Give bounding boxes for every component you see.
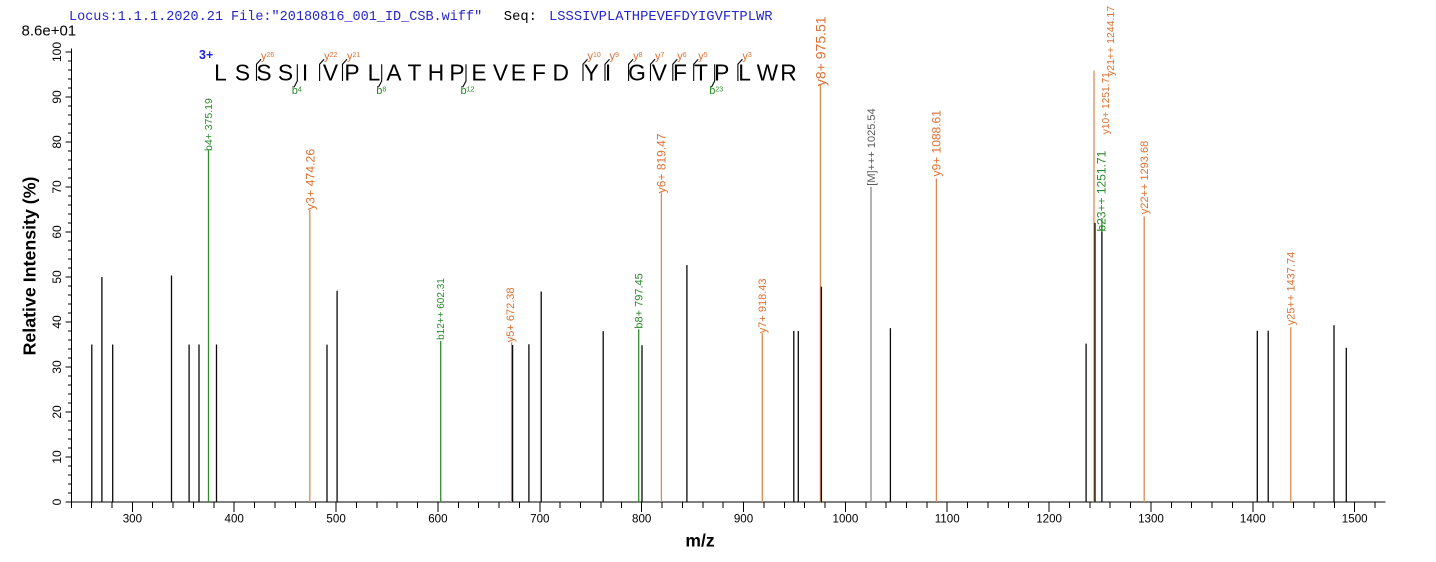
svg-text:y3+ 474.26: y3+ 474.26 [303,149,317,210]
svg-text:3+: 3+ [199,48,213,62]
svg-text:y6: y6 [677,51,687,63]
svg-text:40: 40 [50,315,64,329]
svg-text:1000: 1000 [833,513,859,526]
svg-text:LSSSIVPLATHPEVEFDYIGVFTPLWR: LSSSIVPLATHPEVEFDYIGVFTPLWR [549,10,773,25]
svg-text:y7+ 918.43: y7+ 918.43 [757,278,769,333]
svg-text:L: L [738,60,751,86]
svg-text:b4: b4 [292,85,302,97]
svg-text:Seq:: Seq: [504,10,537,25]
svg-text:1400: 1400 [1240,513,1266,526]
svg-text:P: P [714,60,729,86]
svg-text:V: V [493,60,509,86]
svg-text:300: 300 [123,513,142,526]
svg-text:20: 20 [50,405,64,419]
svg-text:b12++ 602.31: b12++ 602.31 [436,278,447,340]
svg-text:Locus:1.1.1.2020.21 File:"2018: Locus:1.1.1.2020.21 File:"20180816_001_I… [69,10,482,25]
svg-text:V: V [323,60,339,86]
svg-text:y8: y8 [633,51,643,63]
svg-text:S: S [278,60,293,86]
svg-text:80: 80 [50,135,64,149]
svg-text:500: 500 [326,513,345,526]
svg-text:y5: y5 [698,51,708,63]
svg-text:100: 100 [50,42,64,62]
svg-text:V: V [652,60,668,86]
svg-text:1100: 1100 [935,513,960,526]
svg-text:y9+ 1088.61: y9+ 1088.61 [930,110,944,177]
svg-text:60: 60 [50,225,64,239]
svg-text:y9: y9 [610,51,620,63]
svg-text:b8+ 797.45: b8+ 797.45 [634,273,646,328]
svg-text:50: 50 [50,270,64,284]
svg-text:Relative Intensity (%): Relative Intensity (%) [20,177,40,356]
svg-text:30: 30 [50,360,64,374]
svg-text:Y: Y [584,60,599,86]
svg-text:b4+ 375.19: b4+ 375.19 [203,98,215,151]
svg-text:y22++ 1293.68: y22++ 1293.68 [1139,141,1151,214]
svg-text:R: R [780,60,796,86]
svg-text:400: 400 [225,513,244,526]
svg-text:y25++ 1437.74: y25++ 1437.74 [1286,252,1298,325]
svg-text:10: 10 [50,450,64,464]
svg-text:L: L [214,60,227,86]
svg-text:P: P [449,60,464,86]
svg-text:90: 90 [50,90,64,104]
svg-text:m/z: m/z [685,531,714,551]
svg-text:600: 600 [428,513,447,526]
svg-text:P: P [344,60,359,86]
svg-text:y3: y3 [742,51,752,63]
svg-text:T: T [694,60,708,86]
svg-text:I: I [605,60,611,86]
svg-text:8.6e+01: 8.6e+01 [22,23,77,40]
svg-text:1200: 1200 [1036,513,1062,526]
svg-text:y8+ 975.51: y8+ 975.51 [812,16,828,86]
svg-text:T: T [408,60,422,86]
svg-text:0: 0 [50,498,64,505]
svg-text:y10+ 1251.71: y10+ 1251.71 [1101,72,1112,134]
svg-text:y21++ 1244.17: y21++ 1244.17 [1105,6,1117,76]
svg-text:y7: y7 [655,51,665,63]
svg-text:D: D [552,60,568,86]
svg-text:A: A [386,60,402,86]
svg-text:S: S [256,60,271,86]
svg-text:F: F [532,60,546,86]
svg-text:S: S [235,60,250,86]
svg-text:700: 700 [530,513,549,526]
svg-text:800: 800 [632,513,651,526]
svg-text:F: F [673,60,687,86]
svg-text:900: 900 [734,513,753,526]
svg-text:L: L [368,60,381,86]
svg-text:[M]+++ 1025.54: [M]+++ 1025.54 [866,108,878,185]
svg-text:1500: 1500 [1342,513,1368,526]
svg-text:y6+ 819.47: y6+ 819.47 [655,133,669,193]
svg-text:I: I [302,60,308,86]
svg-text:E: E [471,60,486,86]
svg-text:1300: 1300 [1138,513,1164,526]
svg-text:H: H [428,60,444,86]
svg-text:E: E [511,60,526,86]
svg-text:b8: b8 [376,85,386,97]
svg-text:y5+ 672.38: y5+ 672.38 [505,287,517,342]
svg-text:W: W [757,60,779,86]
svg-text:G: G [628,60,646,86]
svg-text:70: 70 [50,180,64,194]
svg-text:b23++ 1251.71: b23++ 1251.71 [1094,150,1108,231]
